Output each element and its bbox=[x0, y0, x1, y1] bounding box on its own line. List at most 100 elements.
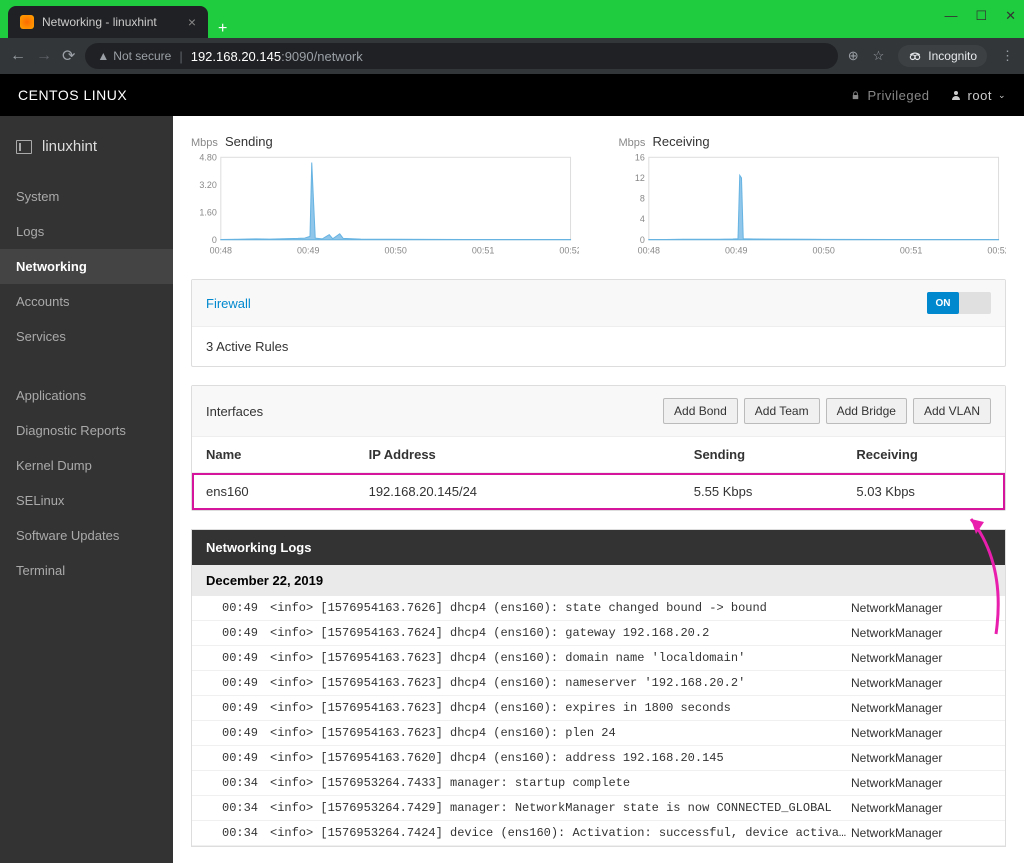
svg-text:3.20: 3.20 bbox=[199, 180, 216, 190]
security-warning-text: Not secure bbox=[113, 49, 171, 63]
firewall-rules-text: 3 Active Rules bbox=[192, 327, 1005, 366]
bookmark-icon[interactable]: ☆ bbox=[873, 48, 885, 64]
svg-text:00:52: 00:52 bbox=[559, 246, 578, 256]
svg-text:00:51: 00:51 bbox=[472, 246, 494, 256]
tab-title: Networking - linuxhint bbox=[42, 15, 157, 29]
iface-row-ens160[interactable]: ens160192.168.20.145/245.55 Kbps5.03 Kbp… bbox=[192, 473, 1005, 511]
log-row[interactable]: 00:49<info> [1576954163.7626] dhcp4 (ens… bbox=[192, 596, 1005, 621]
sidebar-item-diagnostic-reports[interactable]: Diagnostic Reports bbox=[0, 413, 173, 448]
incognito-icon bbox=[908, 49, 922, 63]
log-row[interactable]: 00:49<info> [1576954163.7623] dhcp4 (ens… bbox=[192, 671, 1005, 696]
sidebar-group-b: ApplicationsDiagnostic ReportsKernel Dum… bbox=[0, 378, 173, 588]
log-time: 00:34 bbox=[222, 826, 270, 840]
log-message: <info> [1576954163.7623] dhcp4 (ens160):… bbox=[270, 676, 851, 690]
firewall-toggle-on: ON bbox=[927, 292, 959, 314]
iface-col-name: Name bbox=[192, 437, 355, 473]
back-button[interactable]: ← bbox=[10, 47, 26, 65]
svg-text:00:48: 00:48 bbox=[637, 246, 659, 256]
add-vlan-button[interactable]: Add VLAN bbox=[913, 398, 991, 424]
log-source: NetworkManager bbox=[851, 801, 991, 815]
main-content: Mbps Sending 4.803.201.60000:4800:4900:5… bbox=[173, 116, 1024, 863]
add-bridge-button[interactable]: Add Bridge bbox=[826, 398, 907, 424]
cockpit-header: CENTOS LINUX Privileged root ⌄ bbox=[0, 74, 1024, 116]
log-source: NetworkManager bbox=[851, 676, 991, 690]
charts-row: Mbps Sending 4.803.201.60000:4800:4900:5… bbox=[191, 134, 1006, 261]
svg-text:12: 12 bbox=[634, 173, 644, 183]
log-message: <info> [1576953264.7429] manager: Networ… bbox=[270, 801, 851, 815]
sidebar-item-accounts[interactable]: Accounts bbox=[0, 284, 173, 319]
log-source: NetworkManager bbox=[851, 826, 991, 840]
chart-receiving-svg: 161284000:4800:4900:5000:5100:52 bbox=[619, 153, 1007, 258]
log-message: <info> [1576954163.7624] dhcp4 (ens160):… bbox=[270, 626, 851, 640]
forward-button[interactable]: → bbox=[36, 47, 52, 65]
sidebar-item-services[interactable]: Services bbox=[0, 319, 173, 354]
firewall-toggle[interactable]: ON bbox=[927, 292, 991, 314]
security-warning-icon[interactable]: ▲ Not secure bbox=[97, 49, 171, 63]
close-window-icon[interactable]: ✕ bbox=[1005, 8, 1016, 24]
logs-panel: Networking Logs December 22, 2019 00:49<… bbox=[191, 529, 1006, 847]
log-time: 00:49 bbox=[222, 726, 270, 740]
sidebar-item-selinux[interactable]: SELinux bbox=[0, 483, 173, 518]
iface-col-sending: Sending bbox=[680, 437, 843, 473]
svg-text:16: 16 bbox=[634, 153, 644, 162]
sidebar-item-applications[interactable]: Applications bbox=[0, 378, 173, 413]
svg-text:8: 8 bbox=[639, 194, 644, 204]
svg-text:00:48: 00:48 bbox=[210, 246, 232, 256]
sidebar-hostname: linuxhint bbox=[42, 138, 97, 155]
log-row[interactable]: 00:49<info> [1576954163.7623] dhcp4 (ens… bbox=[192, 646, 1005, 671]
iface-col-ip-address: IP Address bbox=[355, 437, 680, 473]
new-tab-button[interactable]: + bbox=[208, 20, 237, 38]
privileged-indicator[interactable]: Privileged bbox=[850, 88, 929, 103]
window-controls: — ☐ ✕ bbox=[944, 8, 1016, 24]
sidebar-item-kernel-dump[interactable]: Kernel Dump bbox=[0, 448, 173, 483]
log-time: 00:34 bbox=[222, 801, 270, 815]
minimize-icon[interactable]: — bbox=[944, 8, 957, 24]
log-source: NetworkManager bbox=[851, 626, 991, 640]
sidebar-item-software-updates[interactable]: Software Updates bbox=[0, 518, 173, 553]
log-row[interactable]: 00:49<info> [1576954163.7624] dhcp4 (ens… bbox=[192, 621, 1005, 646]
sidebar-item-terminal[interactable]: Terminal bbox=[0, 553, 173, 588]
add-bond-button[interactable]: Add Bond bbox=[663, 398, 738, 424]
log-row[interactable]: 00:49<info> [1576954163.7623] dhcp4 (ens… bbox=[192, 721, 1005, 746]
sidebar-item-system[interactable]: System bbox=[0, 179, 173, 214]
zoom-icon[interactable]: ⊕ bbox=[848, 48, 859, 64]
app-body: linuxhint SystemLogsNetworkingAccountsSe… bbox=[0, 116, 1024, 863]
log-time: 00:49 bbox=[222, 626, 270, 640]
log-row[interactable]: 00:34<info> [1576953264.7433] manager: s… bbox=[192, 771, 1005, 796]
add-team-button[interactable]: Add Team bbox=[744, 398, 820, 424]
user-icon bbox=[950, 89, 962, 101]
sidebar-host[interactable]: linuxhint bbox=[0, 126, 173, 167]
log-message: <info> [1576954163.7626] dhcp4 (ens160):… bbox=[270, 601, 851, 615]
chart-sending-title: Sending bbox=[225, 134, 273, 149]
url-text: 192.168.20.145:9090/network bbox=[191, 49, 363, 64]
iface-cell-receiving: 5.03 Kbps bbox=[842, 473, 1005, 511]
iface-col-receiving: Receiving bbox=[842, 437, 1005, 473]
sidebar-group-a: SystemLogsNetworkingAccountsServices bbox=[0, 179, 173, 354]
chart-sending-svg: 4.803.201.60000:4800:4900:5000:5100:52 bbox=[191, 153, 579, 258]
user-menu[interactable]: root ⌄ bbox=[950, 88, 1006, 103]
chart-receiving-title: Receiving bbox=[652, 134, 709, 149]
tab-close-icon[interactable]: × bbox=[188, 14, 196, 30]
incognito-badge[interactable]: Incognito bbox=[898, 45, 987, 67]
incognito-label: Incognito bbox=[928, 49, 977, 63]
log-message: <info> [1576954163.7620] dhcp4 (ens160):… bbox=[270, 751, 851, 765]
log-time: 00:49 bbox=[222, 701, 270, 715]
firewall-link[interactable]: Firewall bbox=[206, 296, 251, 311]
chart-sending-unit: Mbps bbox=[191, 137, 218, 149]
interfaces-table: NameIP AddressSendingReceiving ens160192… bbox=[192, 437, 1005, 510]
sidebar-item-logs[interactable]: Logs bbox=[0, 214, 173, 249]
log-row[interactable]: 00:49<info> [1576954163.7623] dhcp4 (ens… bbox=[192, 696, 1005, 721]
reload-button[interactable]: ⟳ bbox=[62, 46, 75, 66]
sidebar-item-networking[interactable]: Networking bbox=[0, 249, 173, 284]
url-bar[interactable]: ▲ Not secure | 192.168.20.145:9090/netwo… bbox=[85, 43, 837, 69]
log-source: NetworkManager bbox=[851, 776, 991, 790]
log-row[interactable]: 00:34<info> [1576953264.7429] manager: N… bbox=[192, 796, 1005, 821]
log-time: 00:49 bbox=[222, 651, 270, 665]
log-row[interactable]: 00:34<info> [1576953264.7424] device (en… bbox=[192, 821, 1005, 846]
svg-text:0: 0 bbox=[212, 235, 217, 245]
log-row[interactable]: 00:49<info> [1576954163.7620] dhcp4 (ens… bbox=[192, 746, 1005, 771]
menu-icon[interactable]: ⋮ bbox=[1001, 48, 1014, 64]
maximize-icon[interactable]: ☐ bbox=[975, 8, 987, 24]
svg-text:00:49: 00:49 bbox=[297, 246, 319, 256]
browser-tab[interactable]: Networking - linuxhint × bbox=[8, 6, 208, 38]
